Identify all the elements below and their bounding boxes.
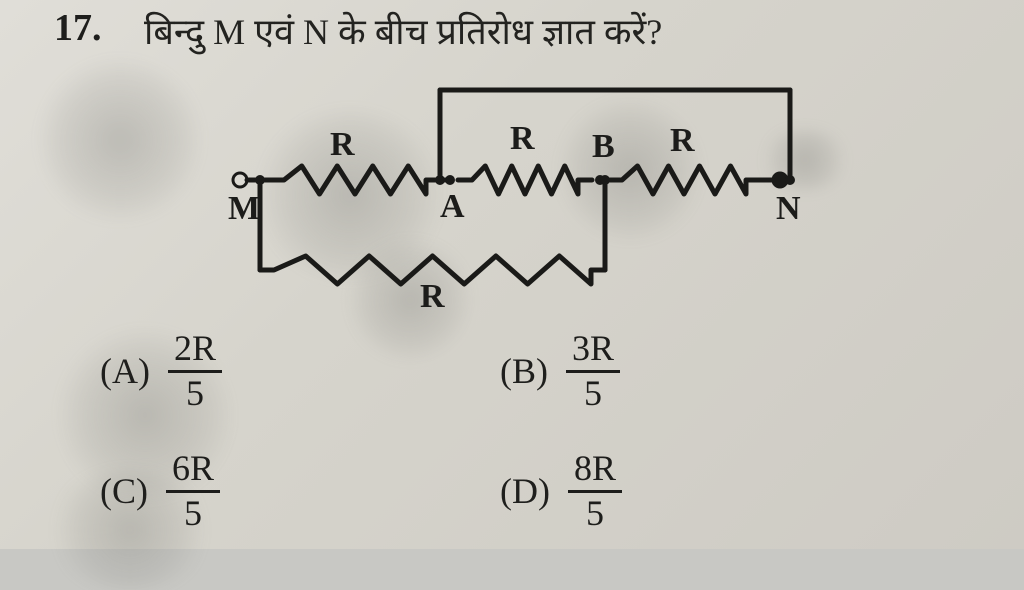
option-fraction: 3R 5 — [566, 330, 620, 413]
option-A: (A) 2R 5 — [100, 330, 222, 413]
fraction-numerator: 8R — [568, 450, 622, 493]
resistor-label-MA: R — [330, 126, 355, 164]
node-label-N: N — [776, 190, 801, 228]
fraction-numerator: 3R — [566, 330, 620, 373]
paper-background: 17. बिन्दु M एवं N के बीच प्रतिरोध ज्ञात… — [0, 0, 1024, 549]
smudge — [40, 60, 200, 220]
fraction-numerator: 2R — [168, 330, 222, 373]
fraction-denominator: 5 — [184, 493, 202, 533]
option-label: (B) — [500, 350, 548, 392]
option-D: (D) 8R 5 — [500, 450, 622, 533]
circuit-diagram: M A B N R R R R — [200, 60, 820, 310]
option-label: (D) — [500, 470, 550, 512]
circuit-svg — [200, 60, 820, 320]
question-number: 17. — [54, 6, 102, 50]
node-label-A: A — [440, 188, 465, 226]
option-fraction: 6R 5 — [166, 450, 220, 533]
option-label: (C) — [100, 470, 148, 512]
fraction-denominator: 5 — [586, 493, 604, 533]
fraction-denominator: 5 — [186, 373, 204, 413]
fraction-denominator: 5 — [584, 373, 602, 413]
node-label-B: B — [592, 128, 615, 166]
fraction-numerator: 6R — [166, 450, 220, 493]
option-label: (A) — [100, 350, 150, 392]
resistor-label-BN: R — [670, 122, 695, 160]
option-fraction: 8R 5 — [568, 450, 622, 533]
resistor-label-AB: R — [510, 120, 535, 158]
option-C: (C) 6R 5 — [100, 450, 220, 533]
resistor-label-bottom: R — [420, 278, 445, 316]
option-B: (B) 3R 5 — [500, 330, 620, 413]
node-label-M: M — [228, 190, 260, 228]
question-text: बिन्दु M एवं N के बीच प्रतिरोध ज्ञात करे… — [144, 6, 662, 55]
option-fraction: 2R 5 — [168, 330, 222, 413]
